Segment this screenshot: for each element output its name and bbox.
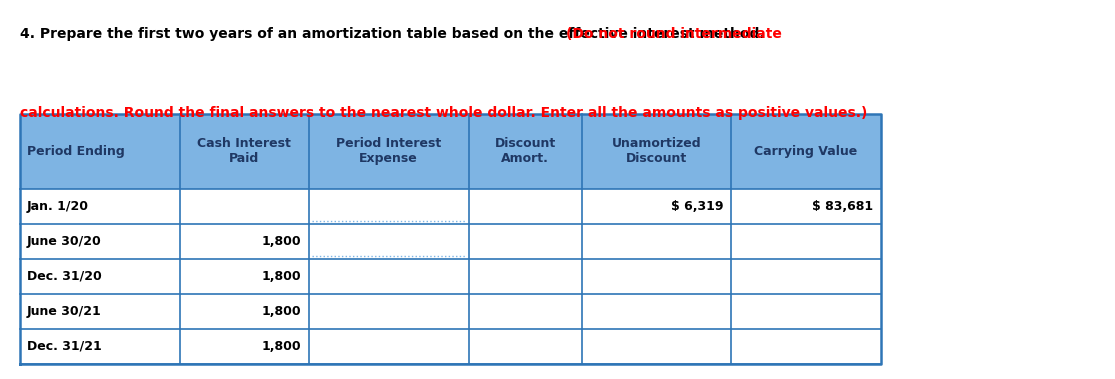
Text: Carrying Value: Carrying Value	[755, 145, 857, 158]
Bar	[20, 294, 881, 329]
Text: 1,800: 1,800	[261, 340, 301, 353]
Text: Discount
Amort.: Discount Amort.	[495, 137, 555, 165]
Text: 4. Prepare the first two years of an amortization table based on the effective i: 4. Prepare the first two years of an amo…	[20, 27, 769, 41]
Text: June 30/20: June 30/20	[27, 235, 101, 248]
Text: Dec. 31/20: Dec. 31/20	[27, 270, 101, 283]
Bar	[20, 259, 881, 294]
Text: Unamortized
Discount: Unamortized Discount	[612, 137, 701, 165]
Bar	[20, 224, 881, 259]
Text: Cash Interest
Paid: Cash Interest Paid	[197, 137, 291, 165]
Text: $ 83,681: $ 83,681	[812, 200, 873, 213]
Text: 1,800: 1,800	[261, 270, 301, 283]
Text: Period Interest
Expense: Period Interest Expense	[336, 137, 442, 165]
Text: calculations. Round the final answers to the nearest whole dollar. Enter all the: calculations. Round the final answers to…	[20, 106, 867, 120]
Text: (Do not round intermediate: (Do not round intermediate	[566, 27, 783, 41]
Text: $ 6,319: $ 6,319	[671, 200, 724, 213]
Bar	[20, 329, 881, 364]
Text: Dec. 31/21: Dec. 31/21	[27, 340, 101, 353]
Text: 1,800: 1,800	[261, 235, 301, 248]
Text: 1,800: 1,800	[261, 305, 301, 318]
Bar	[20, 114, 881, 189]
Text: Period Ending: Period Ending	[27, 145, 125, 158]
Bar	[20, 189, 881, 224]
Text: June 30/21: June 30/21	[27, 305, 101, 318]
Text: Jan. 1/20: Jan. 1/20	[27, 200, 89, 213]
